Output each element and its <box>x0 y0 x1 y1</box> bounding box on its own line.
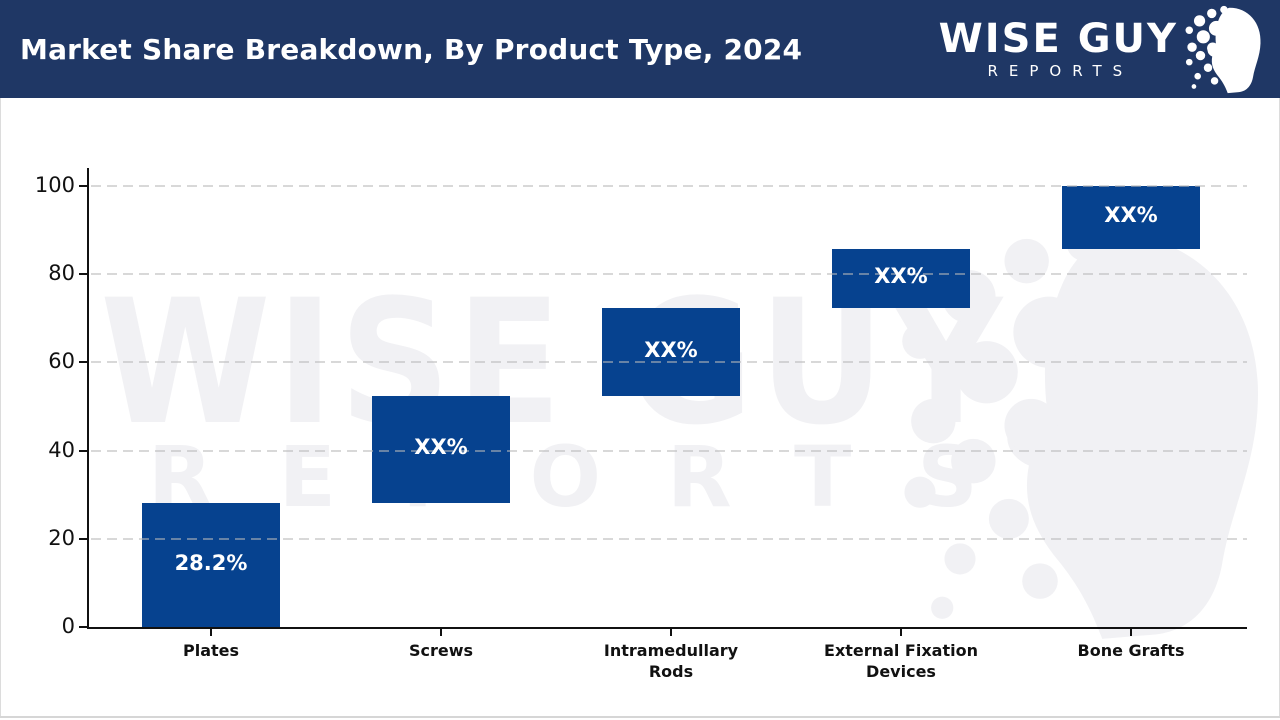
xtick-mark-plates <box>210 629 212 636</box>
footer-divider <box>0 716 1280 718</box>
bar-plates <box>142 502 280 627</box>
ytick-mark-0 <box>79 626 87 628</box>
gridline-y80 <box>91 273 1247 276</box>
y-axis-spine <box>87 168 89 629</box>
logo-subtext: REPORTS <box>987 61 1134 80</box>
gridline-y40 <box>91 449 1247 452</box>
ytick-label-20: 20 <box>48 525 75 550</box>
category-label-screws: Screws <box>408 641 474 660</box>
category-label-bone-grafts: Bone Grafts <box>1077 641 1185 660</box>
watermark-subtext: REPORTS <box>148 428 1044 526</box>
watermark-head-icon <box>902 225 1259 639</box>
bar-value-label-bone-grafts: XX% <box>1104 203 1158 228</box>
wiseguy-logo: WISE GUY REPORTS <box>939 4 1280 94</box>
ytick-mark-100 <box>79 185 87 187</box>
ytick-label-60: 60 <box>48 349 75 374</box>
bar-value-label-screws: XX% <box>414 435 468 460</box>
header-bar: Market Share Breakdown, By Product Type,… <box>0 0 1280 98</box>
xtick-mark-screws <box>440 629 442 636</box>
bar-intramedullary-rods <box>602 307 740 396</box>
ytick-mark-40 <box>79 449 87 452</box>
ytick-label-100: 100 <box>34 173 75 197</box>
category-label-external-fixation-devices: External Fixation Devices <box>824 641 978 681</box>
logo-text: WISE GUY REPORTS <box>939 19 1178 80</box>
bar-value-label-intramedullary-rods: XX% <box>644 337 698 362</box>
logo-wordmark: WISE GUY <box>938 15 1178 62</box>
bar-value-label-plates: 28.2% <box>174 550 248 575</box>
page-title: Market Share Breakdown, By Product Type,… <box>20 32 803 66</box>
ytick-label-0: 0 <box>61 614 75 638</box>
xtick-mark-external-fixation-devices <box>900 629 902 636</box>
bar-bone-grafts <box>1062 186 1200 249</box>
ytick-mark-80 <box>79 273 87 276</box>
xtick-mark-bone-grafts <box>1130 629 1132 636</box>
ytick-mark-20 <box>79 537 87 540</box>
bar-screws <box>372 395 510 503</box>
category-label-plates: Plates <box>182 641 240 660</box>
wiseguy-head-icon <box>1185 5 1261 94</box>
gridline-y100 <box>91 185 1247 187</box>
bar-value-label-external-fixation-devices: XX% <box>874 264 928 289</box>
gridline-y20 <box>91 537 1247 540</box>
ytick-mark-60 <box>79 361 87 364</box>
x-axis-spine <box>87 627 1247 629</box>
xtick-mark-intramedullary-rods <box>670 629 672 636</box>
ytick-label-40: 40 <box>48 437 75 462</box>
bar-external-fixation-devices <box>832 248 970 308</box>
ytick-label-80: 80 <box>48 261 75 286</box>
category-label-intramedullary-rods: Intramedullary Rods <box>603 641 739 681</box>
gridline-y60 <box>91 361 1247 364</box>
